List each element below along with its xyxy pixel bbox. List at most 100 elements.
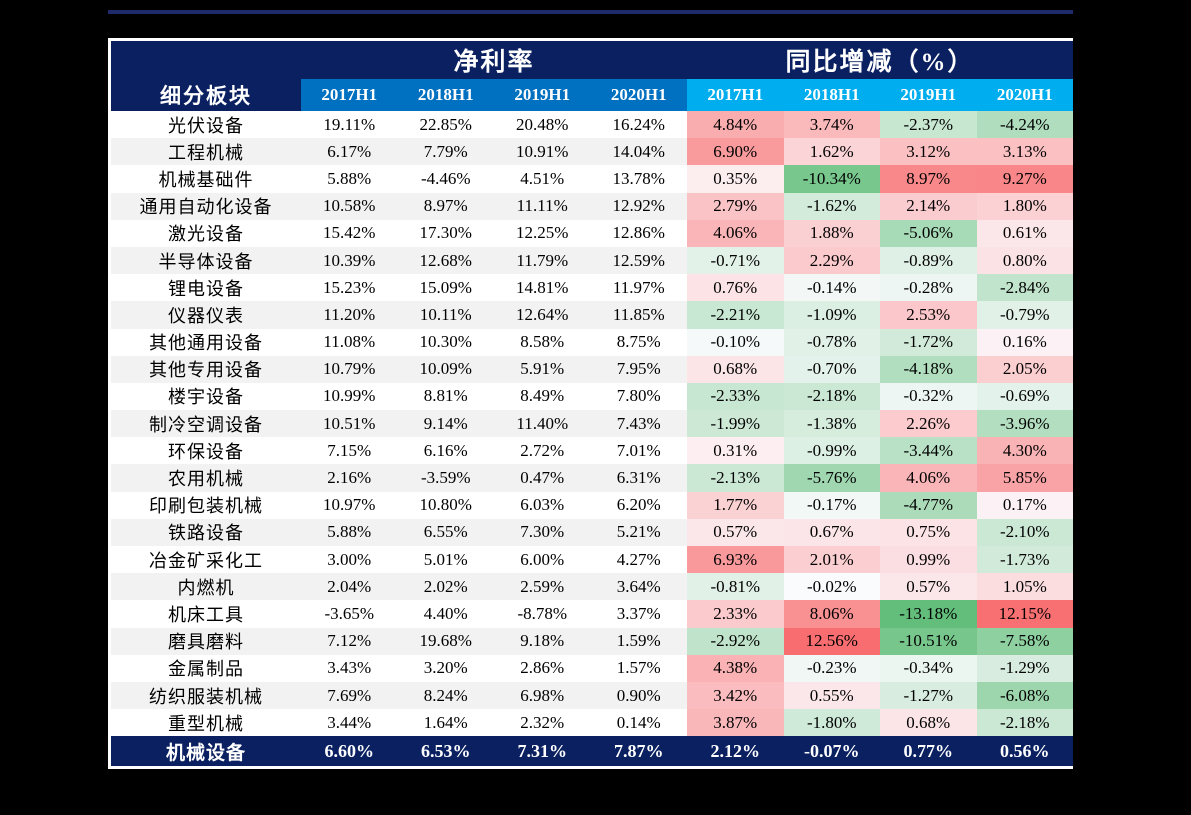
cell-yoy-change: -3.44%	[880, 437, 977, 465]
cell-yoy-change: -1.29%	[976, 654, 1074, 682]
cell-net-margin: 12.64%	[494, 301, 591, 329]
cell-net-margin: 1.59%	[590, 627, 688, 655]
row-segment-name: 锂电设备	[111, 274, 301, 302]
row-segment-name: 制冷空调设备	[111, 410, 301, 438]
cell-yoy-change: 0.68%	[880, 709, 977, 737]
cell-net-margin: 16.24%	[590, 111, 688, 139]
row-segment-name: 光伏设备	[111, 111, 301, 139]
cell-net-margin: 13.78%	[590, 165, 688, 193]
cell-net-margin: 7.69%	[301, 681, 398, 710]
cell-net-margin: 1.64%	[397, 709, 494, 737]
cell-net-margin: 8.24%	[397, 681, 494, 710]
table-total-row: 机械设备 6.60% 6.53% 7.31% 7.87% 2.12% -0.07% 0.77%…	[111, 736, 1074, 767]
cell-net-margin: 11.97%	[590, 274, 688, 302]
row-segment-name: 重型机械	[111, 709, 301, 737]
cell-net-margin: 8.49%	[494, 382, 591, 411]
row-segment-name: 环保设备	[111, 437, 301, 465]
cell-yoy-change: -0.89%	[880, 246, 977, 275]
cell-yoy-change: 1.80%	[976, 192, 1074, 220]
column-header-yoy-2017h1[interactable]: 2017H1	[687, 79, 784, 111]
column-header-margin-2020h1[interactable]: 2020H1	[590, 79, 688, 111]
cell-yoy-change: -0.69%	[976, 382, 1074, 411]
cell-net-margin: 0.14%	[590, 709, 688, 737]
cell-yoy-change: 2.01%	[783, 546, 881, 574]
cell-yoy-change: 1.77%	[687, 491, 784, 519]
column-header-row: 细分板块 2017H1 2018H1 2019H1 2020H1 2017H1 …	[111, 79, 1074, 111]
cell-net-margin: 2.16%	[301, 464, 398, 492]
cell-net-margin: 10.39%	[301, 246, 398, 275]
table-row: 激光设备 15.42% 17.30% 12.25% 12.86% 4.06% 1.88% -5…	[111, 219, 1074, 247]
cell-net-margin: 5.91%	[494, 355, 591, 383]
cell-yoy-change: -2.13%	[687, 464, 784, 492]
cell-yoy-change: 3.13%	[976, 138, 1074, 166]
cell-yoy-change: -0.17%	[783, 491, 881, 519]
cell-net-margin: 15.09%	[397, 274, 494, 302]
column-header-margin-2018h1[interactable]: 2018H1	[397, 79, 494, 111]
row-segment-name: 磨具磨料	[111, 627, 301, 655]
table-row: 其他通用设备 11.08% 10.30% 8.58% 8.75% -0.10% -0.78%…	[111, 328, 1074, 356]
table-row: 制冷空调设备 10.51% 9.14% 11.40% 7.43% -1.99% -1.38%…	[111, 410, 1074, 438]
cell-yoy-change: -1.72%	[880, 328, 977, 356]
table-row: 机械基础件 5.88% -4.46% 4.51% 13.78% 0.35% -10.34% 8…	[111, 165, 1074, 193]
net-margin-table: 净利率 同比增减（%） 细分板块 2017H1 2018H1 2019H1 20…	[111, 41, 1074, 767]
cell-yoy-change: -0.23%	[783, 654, 881, 682]
cell-net-margin: 10.79%	[301, 355, 398, 383]
cell-net-margin: 2.04%	[301, 573, 398, 601]
cell-net-margin: 6.16%	[397, 437, 494, 465]
cell-yoy-change: -2.84%	[976, 274, 1074, 302]
table-row: 机床工具 -3.65% 4.40% -8.78% 3.37% 2.33% 8.06% -13.…	[111, 600, 1074, 628]
cell-net-margin: 0.47%	[494, 464, 591, 492]
cell-net-margin: 3.00%	[301, 546, 398, 574]
cell-yoy-change: -1.09%	[783, 301, 881, 329]
cell-net-margin: 6.17%	[301, 138, 398, 166]
cell-yoy-change: -2.37%	[880, 111, 977, 139]
table-row: 纺织服装机械 7.69% 8.24% 6.98% 0.90% 3.42% 0.55% -1.2…	[111, 681, 1074, 710]
column-header-yoy-2020h1[interactable]: 2020H1	[976, 79, 1074, 111]
cell-yoy-change: -0.71%	[687, 246, 784, 275]
cell-yoy-change: 2.26%	[880, 410, 977, 438]
table-row: 印刷包装机械 10.97% 10.80% 6.03% 6.20% 1.77% -0.17% -…	[111, 491, 1074, 519]
table-row: 金属制品 3.43% 3.20% 2.86% 1.57% 4.38% -0.23% -0.34…	[111, 654, 1074, 682]
cell-net-margin: 4.40%	[397, 600, 494, 628]
cell-net-margin: 2.59%	[494, 573, 591, 601]
cell-net-margin: 5.21%	[590, 518, 688, 546]
cell-yoy-change: 0.80%	[976, 246, 1074, 275]
cell-yoy-change: 9.27%	[976, 165, 1074, 193]
cell-yoy-change: -1.99%	[687, 410, 784, 438]
cell-yoy-change: -0.34%	[880, 654, 977, 682]
cell-yoy-change: 0.57%	[687, 518, 784, 546]
column-header-yoy-2019h1[interactable]: 2019H1	[880, 79, 977, 111]
cell-yoy-change: -4.18%	[880, 355, 977, 383]
row-segment-name: 工程机械	[111, 138, 301, 166]
cell-yoy-change: 0.57%	[880, 573, 977, 601]
column-header-margin-2017h1[interactable]: 2017H1	[301, 79, 398, 111]
table-row: 冶金矿采化工 3.00% 5.01% 6.00% 4.27% 6.93% 2.01% 0.99…	[111, 546, 1074, 574]
cell-net-margin: 2.32%	[494, 709, 591, 737]
cell-net-margin: 9.18%	[494, 627, 591, 655]
cell-net-margin: 3.44%	[301, 709, 398, 737]
row-segment-name: 其他通用设备	[111, 328, 301, 356]
cell-net-margin: 10.99%	[301, 382, 398, 411]
cell-yoy-change: -2.92%	[687, 627, 784, 655]
cell-net-margin: 8.58%	[494, 328, 591, 356]
cell-net-margin: 15.23%	[301, 274, 398, 302]
cell-yoy-change: 3.87%	[687, 709, 784, 737]
column-header-yoy-2018h1[interactable]: 2018H1	[783, 79, 881, 111]
column-header-segment[interactable]: 细分板块	[111, 79, 301, 111]
group-header-yoy-change: 同比增减（%）	[687, 41, 1074, 79]
cell-net-margin: 6.00%	[494, 546, 591, 574]
cell-net-margin: 2.02%	[397, 573, 494, 601]
cell-net-margin: 3.37%	[590, 600, 688, 628]
cell-yoy-change: -0.99%	[783, 437, 881, 465]
cell-yoy-change: -1.80%	[783, 709, 881, 737]
row-segment-name: 纺织服装机械	[111, 681, 301, 710]
row-segment-name: 机床工具	[111, 600, 301, 628]
column-header-margin-2019h1[interactable]: 2019H1	[494, 79, 591, 111]
cell-net-margin: 8.75%	[590, 328, 688, 356]
cell-yoy-change: -0.32%	[880, 382, 977, 411]
cell-net-margin: 10.58%	[301, 192, 398, 220]
cell-net-margin: 6.31%	[590, 464, 688, 492]
group-header-net-margin: 净利率	[301, 41, 688, 79]
cell-net-margin: 8.97%	[397, 192, 494, 220]
cell-net-margin: 2.72%	[494, 437, 591, 465]
